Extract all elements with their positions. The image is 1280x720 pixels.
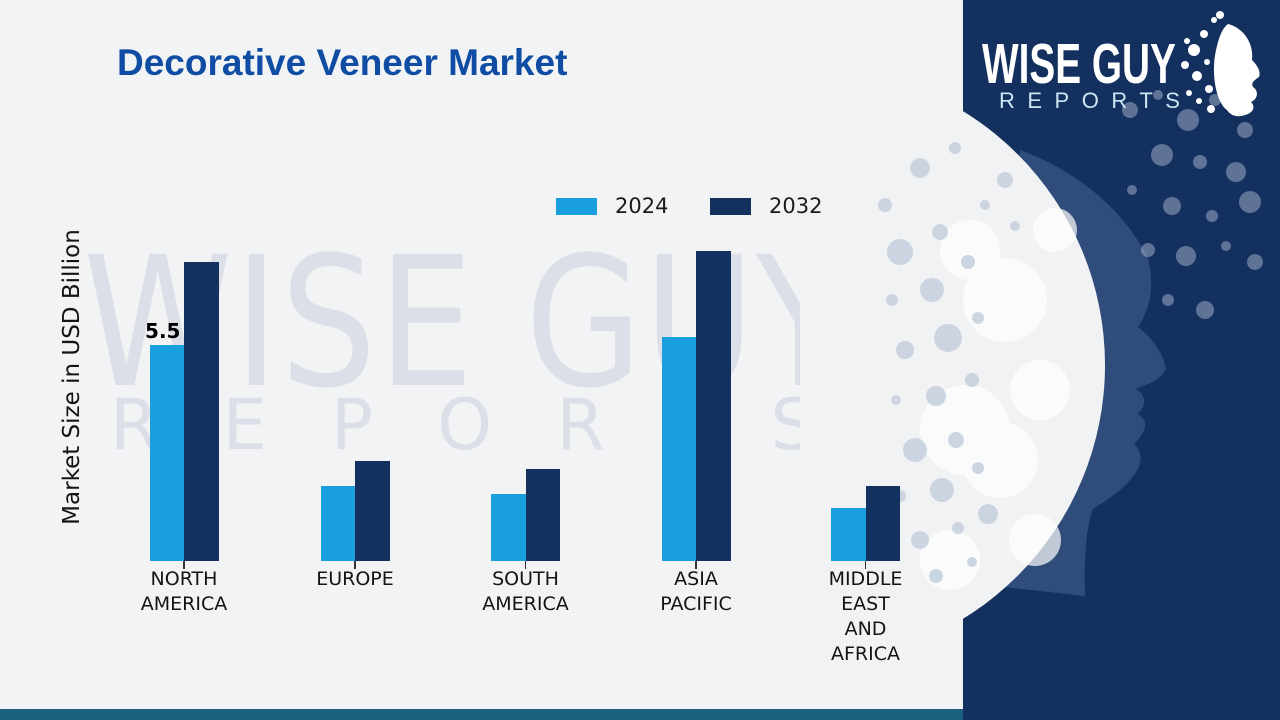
logo-head-icon: [1181, 11, 1260, 117]
bar-2032-north-america: [184, 262, 219, 561]
chart-title: Decorative Veneer Market: [117, 42, 568, 83]
bar-2024-south-america: [491, 494, 526, 561]
x-axis-label-north-america: NORTH AMERICA: [140, 568, 228, 616]
bar-2024-middle-east-and-africa: [831, 507, 866, 561]
x-axis-label-asia-pacific: ASIA PACIFIC: [660, 568, 732, 616]
bar-2032-middle-east-and-africa: [865, 486, 900, 561]
navy-bubble-pattern: [1122, 90, 1263, 319]
bar-2032-asia-pacific: [696, 250, 731, 561]
x-axis-tick: [864, 561, 867, 569]
legend-item-2024: 2024: [556, 194, 668, 218]
bar-2024-europe: [320, 486, 355, 561]
bubble-pattern: [878, 142, 1020, 583]
bar-2032-south-america: [525, 468, 560, 561]
x-axis-label-middle-east-and-africa: MIDDLE EAST AND AFRICA: [828, 568, 903, 666]
x-axis-tick: [183, 561, 185, 569]
bar-value-label: 5.5: [145, 318, 181, 343]
logo-brand-sub: REPORTS: [999, 88, 1193, 113]
legend-item-2032: 2032: [710, 194, 822, 218]
bar-2032-europe: [355, 460, 390, 561]
bar-2024-north-america: [149, 344, 184, 561]
light-blob-pattern: [920, 208, 1077, 590]
bar-2024-asia-pacific: [661, 336, 696, 561]
bottom-accent-bar: [0, 709, 1280, 720]
legend-swatch-2024: [556, 197, 597, 215]
legend-label-2032: 2032: [769, 194, 823, 218]
x-axis-tick: [354, 561, 356, 569]
x-axis-label-europe: EUROPE: [316, 568, 394, 590]
x-axis-tick: [695, 561, 697, 569]
legend-label-2024: 2024: [615, 194, 669, 218]
x-axis-tick: [524, 561, 527, 569]
logo-brand-name: WISE GUY: [982, 32, 1176, 96]
legend-swatch-2032: [710, 197, 751, 215]
y-axis-title: Market Size in USD Billion: [59, 229, 85, 525]
x-axis-label-south-america: SOUTH AMERICA: [482, 568, 569, 616]
